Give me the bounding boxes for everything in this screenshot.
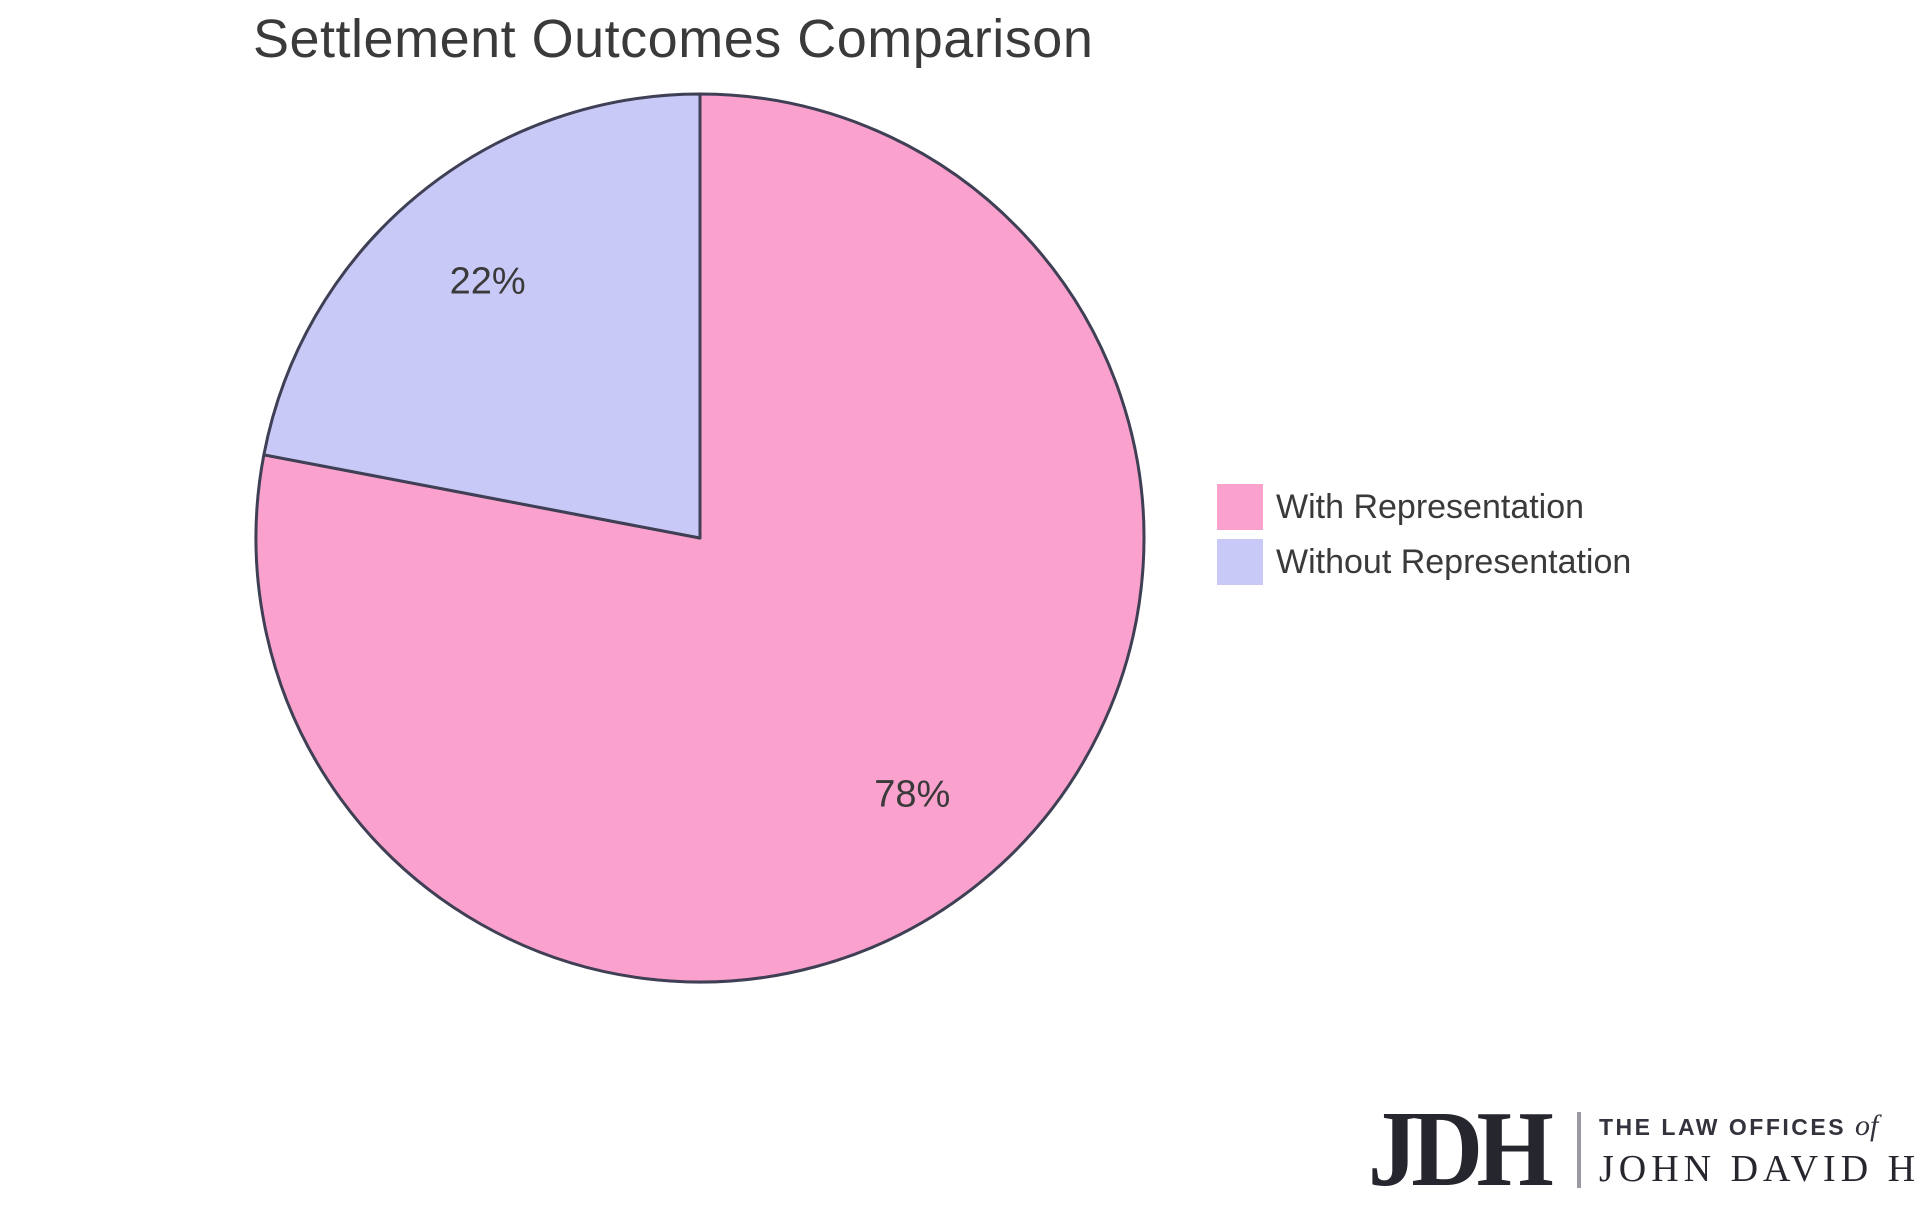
pie-chart: 78% 22% [254,92,1146,984]
logo-firm-name: JOHN DAVID HART [1599,1148,1920,1190]
legend-label-with-representation: With Representation [1276,487,1585,526]
chart-legend: With Representation Without Representati… [1217,484,1631,585]
law-firm-logo: JDH THE LAW OFFICES of JOHN DAVID HART [1368,1096,1920,1204]
logo-text-block: THE LAW OFFICES of JOHN DAVID HART [1599,1109,1920,1191]
logo-tagline-of: of [1854,1109,1879,1142]
legend-swatch-without-representation [1217,539,1263,585]
pie-slice-percentage-label: 78% [874,774,950,816]
legend-item-without-representation: Without Representation [1217,539,1631,585]
logo-monogram: JDH [1368,1090,1554,1209]
logo-divider [1577,1112,1581,1188]
pie-slice-percentage-label: 22% [450,260,526,302]
pie-slice-with-representation [254,92,1146,984]
legend-label-without-representation: Without Representation [1276,542,1632,581]
legend-item-with-representation: With Representation [1217,484,1631,530]
legend-swatch-with-representation [1217,484,1263,530]
logo-tagline: THE LAW OFFICES of [1599,1109,1920,1143]
chart-title: Settlement Outcomes Comparison [253,9,1094,69]
logo-tagline-prefix: THE LAW OFFICES [1599,1114,1847,1140]
pie-slice-without-representation [262,92,702,540]
